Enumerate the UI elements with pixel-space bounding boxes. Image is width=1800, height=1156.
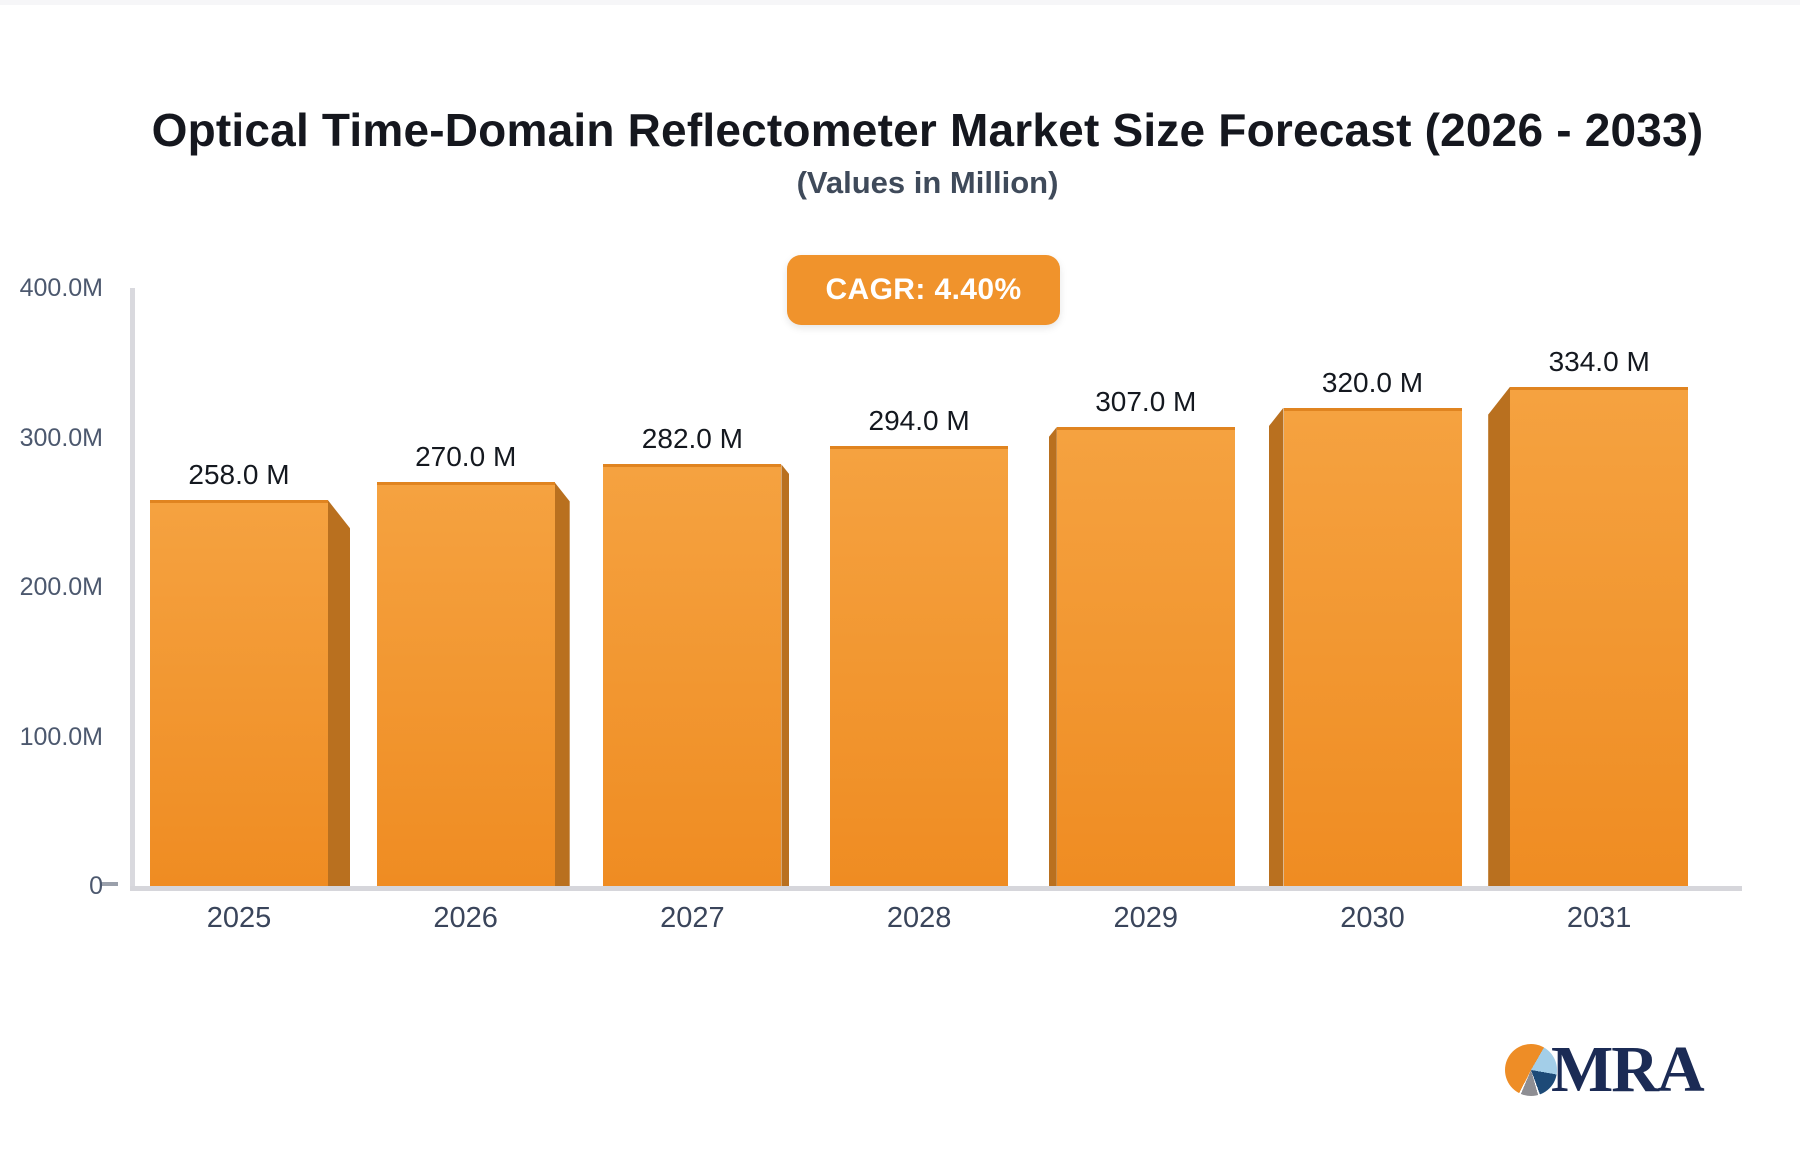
bar-side-face	[781, 464, 790, 886]
bar-2028	[830, 446, 1009, 886]
x-axis-category-label: 2028	[886, 902, 952, 934]
y-axis-tick-label: 0	[89, 872, 103, 900]
bar-2026	[376, 482, 555, 886]
cagr-badge: CAGR: 4.40%	[787, 255, 1060, 325]
bar-2031	[1510, 386, 1689, 886]
y-axis-tick-label: 300.0M	[19, 423, 103, 452]
bar-2027	[603, 464, 782, 886]
bar-side-face	[328, 500, 350, 886]
bar-value-label: 270.0 M	[415, 441, 517, 473]
x-axis-category-label: 2026	[433, 902, 498, 934]
bar-side-face	[1488, 386, 1511, 886]
x-axis-baseline	[130, 886, 1742, 891]
chart-subtitle: (Values in Million)	[796, 165, 1059, 200]
top-border	[0, 0, 1800, 5]
brand-name: MRA	[1551, 1033, 1705, 1106]
y-axis-tick-label: 200.0M	[19, 573, 103, 601]
bar-side-face	[1268, 407, 1284, 886]
zero-tick-mark	[101, 882, 118, 886]
brand-logo: MRA	[1505, 1033, 1705, 1106]
bar-value-label: 294.0 M	[868, 405, 970, 437]
bar-side-face	[554, 482, 570, 886]
pie-logo-icon	[1505, 1044, 1557, 1096]
bar-side-face	[1048, 427, 1057, 886]
chart-title: Optical Time-Domain Reflectometer Market…	[151, 104, 1704, 156]
bar-2025	[150, 500, 328, 886]
x-axis-category-label: 2030	[1340, 902, 1405, 934]
y-axis-line	[130, 288, 135, 886]
bar-2030	[1283, 407, 1462, 886]
x-axis-category-label: 2025	[206, 902, 272, 934]
bar-value-label: 320.0 M	[1321, 366, 1424, 398]
x-axis-category-label: 2027	[660, 902, 725, 934]
x-axis-category-label: 2031	[1566, 902, 1632, 934]
y-axis-tick-label: 100.0M	[19, 722, 103, 751]
bar-2029	[1056, 427, 1235, 886]
bar-value-label: 258.0 M	[188, 459, 290, 491]
y-axis-tick-label: 400.0M	[19, 274, 103, 302]
x-axis-category-label: 2029	[1113, 902, 1179, 934]
bar-value-label: 334.0 M	[1548, 345, 1650, 377]
chart-header: Optical Time-Domain Reflectometer Market…	[55, 0, 1800, 203]
bar-value-label: 307.0 M	[1095, 386, 1197, 418]
bar-value-label: 282.0 M	[641, 423, 743, 455]
